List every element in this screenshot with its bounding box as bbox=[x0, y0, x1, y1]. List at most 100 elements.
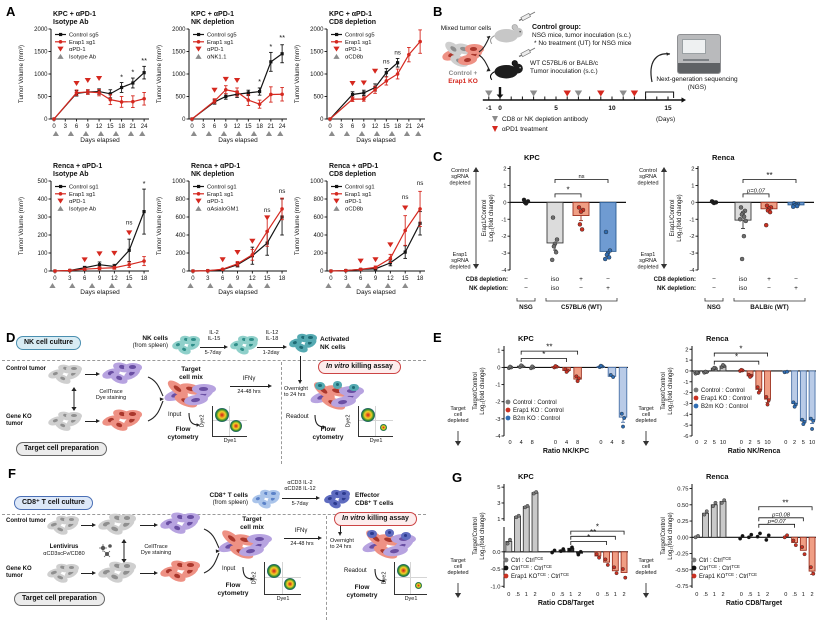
svg-text:Renca + αPD-1: Renca + αPD-1 bbox=[53, 163, 102, 170]
svg-text:αPD-1: αPD-1 bbox=[207, 47, 224, 53]
svg-text:3: 3 bbox=[202, 124, 206, 130]
svg-text:0: 0 bbox=[740, 440, 743, 446]
svg-text:9: 9 bbox=[86, 124, 90, 130]
lentivirus-icon bbox=[99, 544, 112, 558]
svg-text:600: 600 bbox=[175, 215, 186, 221]
svg-text:500: 500 bbox=[37, 95, 48, 101]
svg-text:.5: .5 bbox=[703, 592, 708, 598]
svg-text:*: * bbox=[587, 533, 590, 542]
svg-text:1: 1 bbox=[614, 592, 617, 598]
svg-text:αPD-1: αPD-1 bbox=[69, 199, 86, 205]
svg-text:Control: Control bbox=[639, 168, 657, 174]
svg-text:12: 12 bbox=[249, 276, 256, 282]
svg-text:αPD-1: αPD-1 bbox=[69, 47, 86, 53]
chart-kpc-nk-depletion: KPC + αPD-1NK depletion 0 500 1000 1500 2000 T… bbox=[156, 11, 287, 144]
arrow-icon bbox=[81, 570, 96, 575]
target-mix-label2: cell mix bbox=[240, 523, 264, 531]
flow-plot-input: Dye2 Dye1 bbox=[200, 406, 247, 444]
svg-text:1: 1 bbox=[497, 517, 500, 523]
svg-text:Days elapsed: Days elapsed bbox=[218, 289, 258, 296]
svg-text:Renca: Renca bbox=[712, 153, 735, 162]
killing-mix-icon bbox=[361, 527, 416, 561]
flow-label1: Flow bbox=[320, 426, 336, 433]
arrow-icon bbox=[284, 535, 322, 540]
svg-text:1000: 1000 bbox=[310, 72, 324, 78]
svg-text:0.50: 0.50 bbox=[677, 503, 688, 509]
svg-text:0: 0 bbox=[320, 269, 324, 275]
svg-text:sgRNA: sgRNA bbox=[451, 174, 469, 180]
svg-text:2: 2 bbox=[691, 167, 694, 173]
svg-text:15: 15 bbox=[402, 276, 409, 282]
svg-text:1000: 1000 bbox=[172, 72, 186, 78]
flow-blob bbox=[284, 578, 296, 590]
svg-text:CD8 depletion: CD8 depletion bbox=[329, 19, 376, 26]
svg-text:KPC + αPD-1: KPC + αPD-1 bbox=[53, 11, 96, 18]
ifng-label: IFNγ bbox=[242, 376, 256, 382]
svg-text:αPD-1: αPD-1 bbox=[207, 199, 224, 205]
svg-text:*: * bbox=[131, 67, 134, 76]
svg-text:2: 2 bbox=[766, 592, 769, 598]
svg-text:12: 12 bbox=[234, 124, 241, 130]
bent-arrow-icon bbox=[374, 568, 386, 583]
svg-text:10: 10 bbox=[809, 440, 815, 446]
svg-text:800: 800 bbox=[313, 197, 324, 203]
tce-ko-icon bbox=[97, 560, 137, 585]
svg-text:-6: -6 bbox=[683, 434, 688, 440]
svg-text:12: 12 bbox=[372, 124, 379, 130]
chart-cd8-killing-kpc: KPC 5 3 1 0.0 -0.5 -1.0 Target/Control Log₂(fold… bbox=[447, 472, 628, 607]
svg-text:5: 5 bbox=[713, 440, 716, 446]
cd8-cells-icon bbox=[251, 488, 281, 511]
svg-text:Erap1: Erap1 bbox=[641, 252, 656, 258]
svg-text:−: − bbox=[712, 285, 716, 292]
svg-text:Days elapsed: Days elapsed bbox=[356, 137, 396, 144]
svg-text:1500: 1500 bbox=[172, 50, 186, 56]
svg-text:1: 1 bbox=[691, 183, 694, 189]
svg-text:Target/Control: Target/Control bbox=[473, 372, 479, 410]
culture-arrow-icon bbox=[200, 344, 228, 349]
svg-text:depleted: depleted bbox=[635, 570, 656, 576]
flow-blob bbox=[215, 408, 229, 422]
days-unit-label: (Days) bbox=[656, 116, 676, 123]
svg-text:depleted: depleted bbox=[637, 180, 658, 186]
svg-text:1000: 1000 bbox=[34, 72, 48, 78]
svg-text:p=0.08: p=0.08 bbox=[771, 512, 791, 518]
arrow-icon bbox=[230, 383, 272, 388]
flow-label2: cytometry bbox=[312, 433, 344, 441]
control-tumor-icon bbox=[46, 514, 80, 537]
svg-text:5: 5 bbox=[757, 440, 760, 446]
svg-text:Control: Control bbox=[451, 168, 469, 174]
svg-text:1: 1 bbox=[713, 592, 716, 598]
svg-text:p=0.07: p=0.07 bbox=[746, 188, 766, 194]
svg-text:Target/Control: Target/Control bbox=[661, 372, 667, 410]
control-tumor-icon bbox=[47, 363, 83, 386]
svg-text:Tumor Volume (mm³): Tumor Volume (mm³) bbox=[18, 197, 25, 255]
svg-text:*: * bbox=[258, 77, 261, 86]
svg-text:Ctrl : CtrlTCE: Ctrl : CtrlTCE bbox=[699, 556, 731, 564]
svg-text:21: 21 bbox=[268, 124, 275, 130]
svg-text:Erap1 KOTCE : CtrlTCE: Erap1 KOTCE : CtrlTCE bbox=[699, 572, 757, 580]
svg-text:2: 2 bbox=[811, 592, 814, 598]
svg-text:+: + bbox=[579, 276, 583, 283]
nk-culture-pill: NK cell culture bbox=[16, 336, 82, 350]
svg-text:-0.25: -0.25 bbox=[675, 552, 688, 558]
svg-text:αAsialoGM1: αAsialoGM1 bbox=[207, 206, 239, 212]
svg-text:Erap1 KOTCE : CtrlTCE: Erap1 KOTCE : CtrlTCE bbox=[511, 572, 569, 580]
erap1-ko-label: Erap1 KO bbox=[448, 78, 478, 85]
svg-text:9: 9 bbox=[236, 276, 240, 282]
svg-text:500: 500 bbox=[175, 95, 186, 101]
svg-text:0: 0 bbox=[740, 592, 743, 598]
nk-cells-sub: (from spleen) bbox=[132, 342, 168, 349]
flow-label1: Flow bbox=[225, 582, 241, 589]
divider bbox=[281, 362, 282, 464]
svg-text:-0.75: -0.75 bbox=[675, 584, 688, 590]
svg-text:24: 24 bbox=[141, 124, 148, 130]
svg-text:Ratio NK/Renca: Ratio NK/Renca bbox=[728, 448, 781, 455]
svg-text:6: 6 bbox=[75, 124, 79, 130]
svg-text:15: 15 bbox=[264, 276, 271, 282]
stim-label2: αCD28 IL-12 bbox=[284, 486, 316, 492]
svg-text:1500: 1500 bbox=[310, 50, 324, 56]
svg-text:sgRNA: sgRNA bbox=[451, 258, 469, 264]
stained-control-icon bbox=[101, 361, 143, 386]
svg-text:18: 18 bbox=[417, 276, 424, 282]
